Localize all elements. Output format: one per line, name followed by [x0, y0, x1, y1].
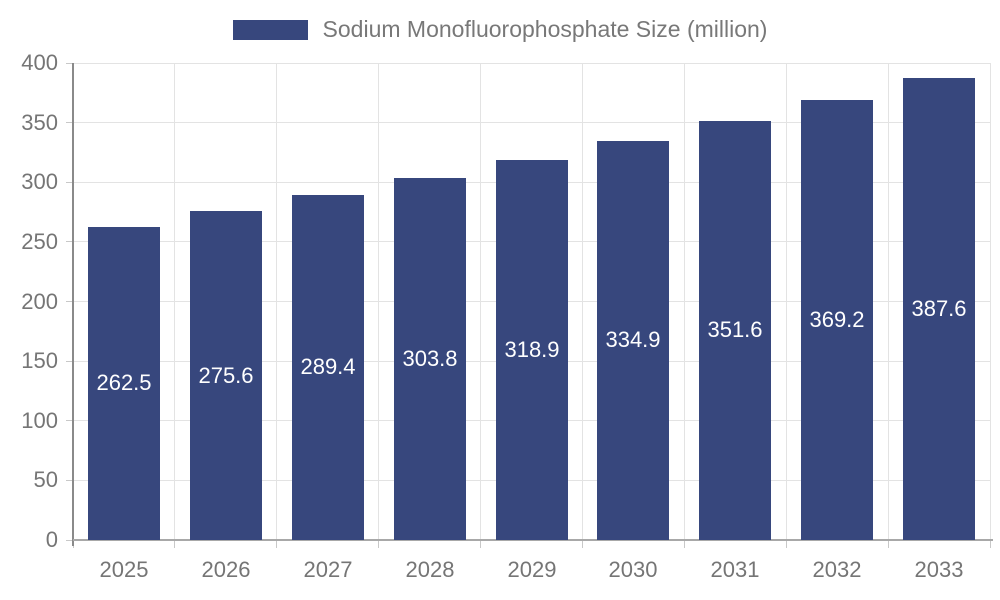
bar-2027[interactable]	[292, 194, 364, 540]
bar-value-label: 318.9	[504, 337, 560, 362]
bar-2029[interactable]	[496, 159, 568, 540]
bar-value-label: 289.4	[300, 354, 356, 379]
gridline-vertical	[276, 63, 278, 540]
y-axis-tick-label: 250	[21, 228, 58, 254]
y-axis-line	[72, 63, 74, 546]
gridline-horizontal	[73, 122, 990, 124]
x-axis-tick	[887, 540, 889, 548]
bar-2028[interactable]	[394, 177, 466, 540]
y-axis-tick	[66, 122, 73, 124]
bar-value-label: 387.6	[911, 296, 967, 321]
bar-value-label: 369.2	[809, 307, 865, 332]
x-axis-tick-label: 2026	[201, 557, 251, 582]
y-axis-tick	[66, 241, 73, 243]
legend-swatch	[232, 19, 308, 40]
x-axis-tick-label: 2027	[303, 557, 353, 582]
bar-value-label: 275.6	[198, 363, 254, 388]
y-axis-tick	[66, 360, 73, 362]
y-axis-tick-label: 100	[21, 407, 58, 433]
y-axis-tick	[66, 181, 73, 183]
legend-label: Sodium Monofluorophosphate Size (million…	[322, 16, 768, 42]
x-axis-line	[73, 539, 993, 541]
y-axis-tick-label: 400	[21, 50, 58, 75]
x-axis-tick	[378, 540, 380, 548]
y-axis-tick-label: 350	[21, 109, 58, 135]
x-axis-tick-label: 2028	[405, 557, 455, 582]
bar-2033[interactable]	[903, 77, 975, 540]
x-axis-tick-label: 2031	[710, 557, 760, 582]
gridline-vertical	[683, 63, 685, 540]
y-axis-tick-label: 200	[21, 288, 58, 314]
bar-value-label: 303.8	[402, 346, 458, 371]
y-axis-tick-label: 0	[45, 527, 58, 552]
gridline-vertical	[887, 63, 889, 540]
bar-2031[interactable]	[699, 120, 771, 540]
x-axis-tick	[174, 540, 176, 548]
x-axis-tick	[480, 540, 482, 548]
y-axis-tick	[66, 301, 73, 302]
y-axis-tick-label: 50	[33, 467, 58, 493]
gridline-vertical	[581, 63, 583, 540]
y-axis-tick	[66, 420, 73, 422]
gridline-horizontal	[73, 62, 990, 64]
legend-item[interactable]: Sodium Monofluorophosphate Size (million…	[0, 16, 1000, 43]
gridline-vertical	[989, 63, 991, 540]
x-axis-tick-label: 2030	[608, 557, 658, 582]
bar-2026[interactable]	[190, 211, 262, 540]
gridline-vertical	[378, 63, 380, 540]
x-axis-tick	[683, 540, 685, 548]
bar-2025[interactable]	[88, 226, 160, 540]
bar-value-label: 351.6	[707, 317, 763, 342]
x-axis-tick-label: 2033	[914, 557, 964, 582]
y-axis-tick	[66, 539, 73, 541]
gridline-vertical	[480, 63, 482, 540]
gridline-vertical	[174, 63, 176, 540]
x-axis-tick-label: 2025	[99, 557, 149, 582]
gridline-vertical	[785, 63, 787, 540]
x-axis-tick	[989, 540, 991, 548]
x-axis-tick-label: 2029	[507, 557, 557, 582]
bar-2030[interactable]	[597, 140, 669, 540]
bar-value-label: 262.5	[96, 370, 152, 395]
x-axis-tick	[581, 540, 583, 548]
x-axis-tick-label: 2032	[812, 557, 862, 582]
x-axis-tick	[785, 540, 787, 548]
y-axis-tick	[66, 62, 73, 64]
bar-2032[interactable]	[801, 99, 873, 540]
y-axis-tick-label: 300	[21, 169, 58, 195]
x-axis-tick	[276, 540, 278, 548]
y-axis-tick-label: 150	[21, 348, 58, 374]
bar-value-label: 334.9	[605, 327, 661, 352]
y-axis-tick	[66, 479, 73, 481]
